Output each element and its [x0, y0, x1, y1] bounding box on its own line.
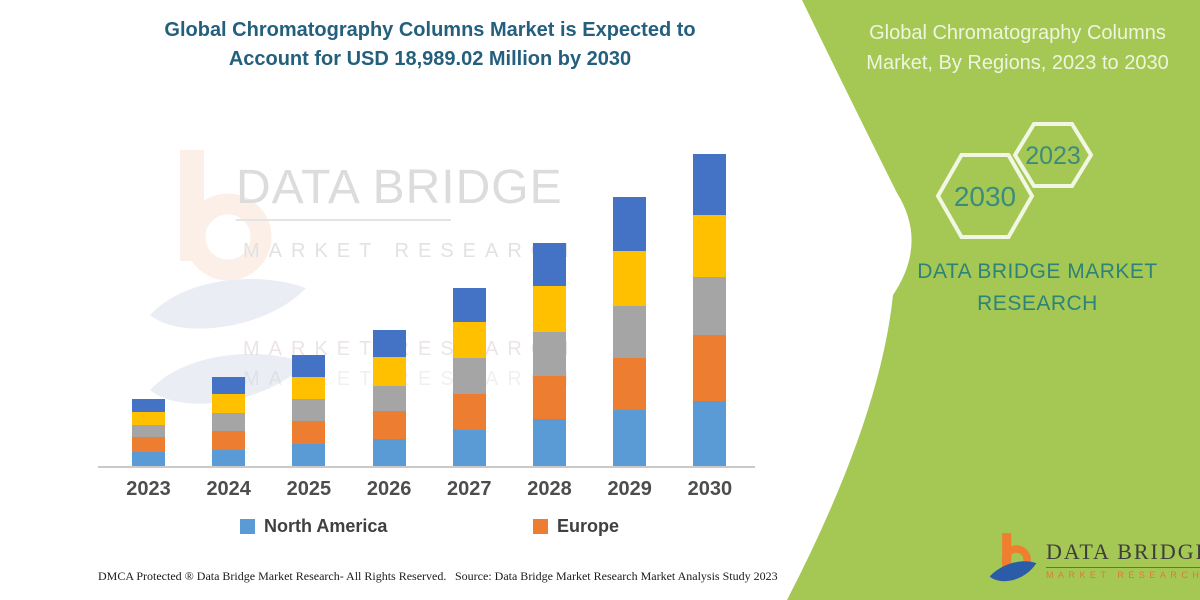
bar-segment — [613, 306, 647, 359]
bar-segment — [533, 332, 566, 377]
bar-segment — [372, 330, 406, 358]
legend-label: Europe — [557, 516, 620, 536]
bar-segment — [292, 354, 326, 378]
bar-segment — [533, 242, 566, 287]
bar-segment — [292, 398, 326, 422]
legend-item: Europe — [533, 516, 619, 537]
dbmr-logo-divider — [1046, 566, 1200, 568]
bar-segment — [292, 421, 326, 444]
legend-swatch — [240, 519, 255, 534]
bar-segment — [132, 437, 165, 453]
bar-segment — [613, 358, 647, 411]
legend-label: North America — [264, 516, 388, 536]
bar-segment — [212, 394, 246, 414]
bar-plot — [100, 154, 755, 466]
x-axis-label: 2027 — [447, 478, 492, 500]
bar-segment — [292, 377, 326, 399]
bar-segment — [372, 385, 406, 411]
panel-title-line1: Global Chromatography Columns — [869, 22, 1166, 44]
dbmr-logo-text: DATA BRIDGE MARKET RESEARCH — [1046, 539, 1200, 580]
hexagon-2023 — [1012, 122, 1094, 188]
bar-segment — [693, 401, 727, 466]
bar-segment — [533, 376, 566, 420]
dbmr-logo-tagline: MARKET RESEARCH — [1046, 569, 1200, 580]
bar-segment — [533, 419, 566, 466]
bar-column-2027 — [452, 287, 486, 466]
chart-title-line2: Account for USD 18,989.02 Million by 203… — [228, 48, 632, 70]
panel-title-line2: Market, By Regions, 2023 to 2030 — [866, 52, 1169, 74]
x-axis-label: 2029 — [607, 478, 652, 500]
bar-segment — [452, 287, 486, 323]
bar-segment — [693, 276, 727, 335]
bar-segment — [533, 286, 566, 333]
x-axis-label: 2028 — [527, 478, 572, 500]
source-note: Source: Data Bridge Market Research Mark… — [455, 569, 778, 583]
chart-title: Global Chromatography Columns Market is … — [95, 16, 765, 74]
bar-segment — [693, 154, 727, 215]
bar-column-2029 — [613, 197, 647, 466]
bar-segment — [372, 411, 406, 439]
dbmr-logo-badge: DATA BRIDGE MARKET RESEARCH — [988, 531, 1200, 587]
chart-title-line1: Global Chromatography Columns Market is … — [164, 19, 696, 41]
legend-item: North America — [240, 516, 387, 537]
bar-column-2024 — [212, 377, 246, 466]
bar-segment — [452, 393, 486, 430]
bar-column-2025 — [292, 354, 326, 466]
bar-column-2030 — [693, 154, 727, 466]
legend-swatch — [533, 519, 548, 534]
panel-brand-line2: RESEARCH — [977, 291, 1098, 315]
panel-brand-line1: DATA BRIDGE MARKET — [917, 260, 1158, 283]
bar-segment — [613, 197, 647, 252]
bar-segment — [212, 413, 246, 431]
panel-title: Global Chromatography Columns Market, By… — [845, 18, 1190, 78]
bar-segment — [452, 358, 486, 394]
bar-segment — [693, 214, 727, 277]
bar-segment — [132, 399, 165, 413]
panel-brand-text: DATA BRIDGE MARKET RESEARCH — [895, 256, 1180, 319]
dmca-notice: DMCA Protected ® Data Bridge Market Rese… — [98, 569, 447, 583]
dbmr-logo-icon — [989, 533, 1037, 582]
x-axis-label: 2023 — [126, 478, 171, 500]
bar-segment — [132, 412, 165, 426]
bar-column-2028 — [533, 242, 566, 466]
bar-segment — [372, 357, 406, 386]
watermark-ghost-text: MARKET RESEARCH — [243, 338, 578, 360]
bar-segment — [372, 438, 406, 466]
watermark-tagline-text: MARKET RESEARCH — [243, 240, 578, 262]
x-axis-label: 2025 — [286, 478, 332, 500]
bar-segment — [132, 425, 165, 438]
bar-segment — [693, 335, 727, 402]
x-axis-label: 2026 — [366, 478, 412, 500]
hexagon-2023-label: 2023 — [1025, 142, 1081, 170]
bar-column-2026 — [372, 330, 406, 466]
bar-segment — [132, 452, 165, 466]
bar-column-2023 — [132, 399, 165, 466]
bar-segment — [212, 430, 246, 450]
hexagon-2030 — [935, 153, 1035, 239]
bar-segment — [292, 443, 326, 466]
hexagon-2030-label: 2030 — [953, 181, 1017, 212]
x-axis-labels: 2023 2024 2025 2026 2027 2028 2029 2030 — [100, 478, 755, 504]
bar-segment — [613, 410, 647, 466]
x-axis-label: 2030 — [687, 478, 733, 500]
x-axis-label: 2024 — [206, 478, 251, 500]
bar-segment — [452, 429, 486, 466]
x-axis-line — [98, 466, 755, 468]
dbmr-logo-name: DATA BRIDGE — [1046, 538, 1200, 564]
bar-segment — [452, 322, 486, 359]
bar-segment — [613, 251, 647, 307]
bar-segment — [212, 377, 246, 395]
bar-segment — [212, 449, 246, 466]
